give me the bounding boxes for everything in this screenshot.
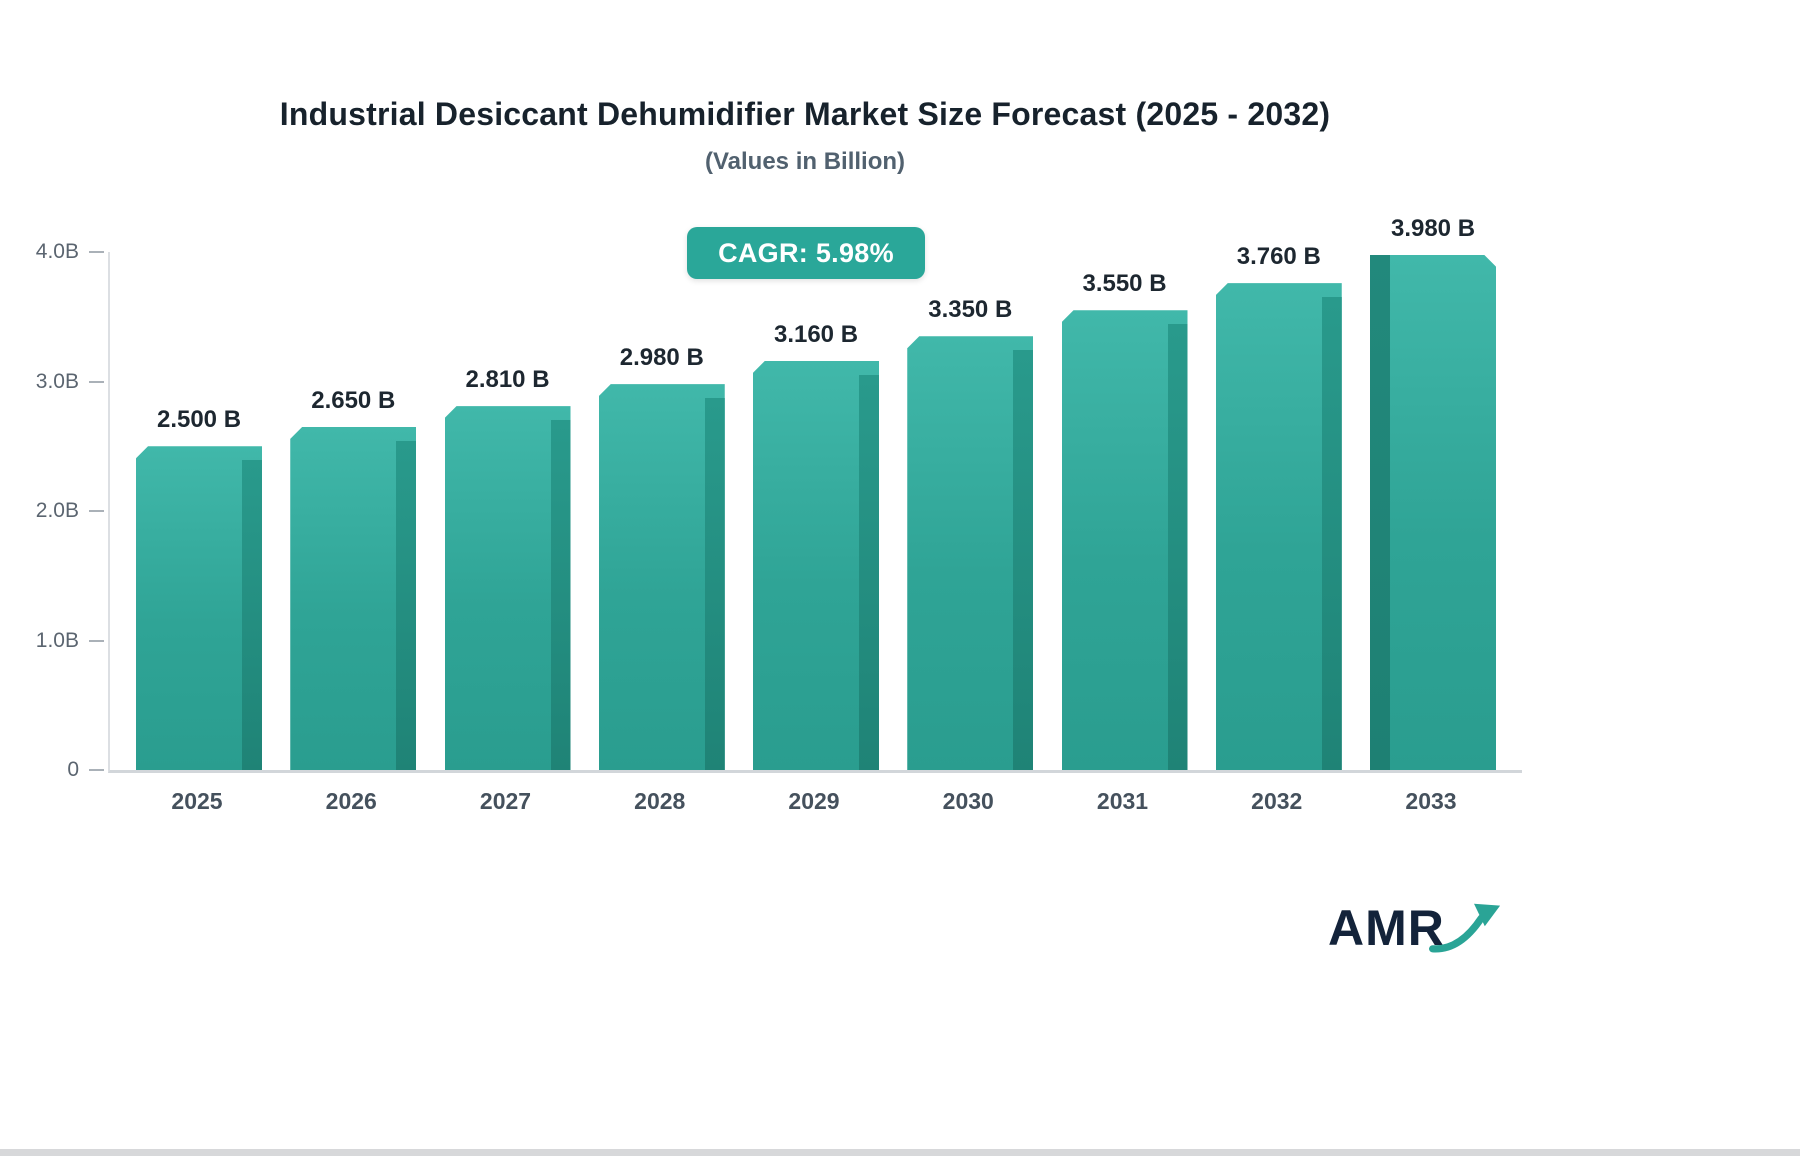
y-tick: 3.0B bbox=[36, 370, 104, 394]
bar-side-shade bbox=[550, 420, 571, 770]
bar-2028 bbox=[598, 384, 725, 770]
y-axis: 0 1.0B 2.0B 3.0B 4.0B bbox=[18, 240, 104, 781]
bar-2033 bbox=[1370, 255, 1496, 770]
x-axis-label-2030: 2030 bbox=[942, 788, 994, 814]
x-axis-label-2026: 2026 bbox=[325, 788, 377, 814]
y-tick: 2.0B bbox=[36, 499, 104, 523]
x-axis-label-2025: 2025 bbox=[171, 788, 223, 814]
bar-group-2028: 2.980 B bbox=[598, 252, 725, 770]
bar-group-2030: 3.350 B bbox=[907, 252, 1034, 770]
cagr-badge: CAGR: 5.98% bbox=[687, 227, 925, 279]
bar-2025 bbox=[136, 446, 262, 770]
x-axis-label-2027: 2027 bbox=[479, 788, 532, 814]
page-bottom-edge bbox=[0, 1149, 1800, 1156]
bar-group-2032: 3.760 B bbox=[1215, 243, 1342, 770]
growth-arrow-icon bbox=[1428, 903, 1500, 953]
bar-2026 bbox=[290, 426, 417, 770]
y-tick-label: 1.0B bbox=[35, 628, 79, 652]
bar-value-label: 2.810 B bbox=[465, 366, 550, 394]
x-axis-label-2029: 2029 bbox=[788, 788, 840, 814]
x-axis-labels: 2025 2026 2027 2028 2029 2030 2031 2032 2033 bbox=[108, 788, 1520, 815]
y-tick-dash bbox=[89, 510, 104, 512]
bar-group-2031: 3.550 B bbox=[1061, 252, 1188, 770]
amr-logo: AMR bbox=[1328, 898, 1501, 958]
bar-2027 bbox=[444, 406, 571, 770]
chart-title: Industrial Desiccant Dehumidifier Market… bbox=[279, 96, 1331, 132]
cagr-badge-label: CAGR: 5.98% bbox=[718, 237, 894, 268]
y-tick-dash bbox=[89, 251, 104, 253]
bar-2029 bbox=[753, 360, 879, 770]
bar-group-2026: 2.650 B bbox=[290, 252, 417, 770]
bar-side-shade bbox=[1013, 350, 1034, 770]
y-tick: 0 bbox=[67, 758, 104, 782]
y-tick-dash bbox=[89, 769, 104, 771]
bar-side-shade bbox=[859, 374, 879, 770]
bar-value-label: 2.500 B bbox=[156, 406, 242, 434]
y-tick: 1.0B bbox=[36, 629, 104, 653]
bar-value-label: 2.980 B bbox=[619, 344, 704, 372]
bar-2031 bbox=[1061, 310, 1188, 770]
bar-value-label: 3.350 B bbox=[928, 296, 1013, 324]
bar-value-label: 3.760 B bbox=[1236, 243, 1321, 271]
bar-group-2033: 3.980 B bbox=[1370, 215, 1496, 770]
x-axis-label-2032: 2032 bbox=[1251, 788, 1303, 814]
plot-area: 2.500 B 2.650 B 2.810 B 2.980 B 3.160 B 3.350… bbox=[108, 215, 1522, 773]
bar-group-2025: 2.500 B bbox=[136, 252, 262, 770]
bar-side-shade bbox=[1370, 255, 1390, 770]
y-tick-dash bbox=[89, 639, 104, 642]
bar-2032 bbox=[1215, 283, 1342, 770]
bar-value-label: 3.980 B bbox=[1390, 214, 1476, 242]
bar-group-2027: 2.810 B bbox=[444, 252, 571, 770]
bars-container: 2.500 B 2.650 B 2.810 B 2.980 B 3.160 B 3.350… bbox=[110, 215, 1522, 770]
bar-value-label: 3.160 B bbox=[773, 320, 859, 348]
y-tick-label: 2.0B bbox=[35, 499, 79, 522]
bar-side-shade bbox=[1167, 324, 1188, 770]
bar-side-shade bbox=[1321, 297, 1342, 770]
amr-logo-text: AMR bbox=[1328, 900, 1445, 956]
bar-group-2029: 3.160 B bbox=[753, 252, 879, 770]
y-tick-label: 0 bbox=[67, 758, 79, 781]
bar-side-shade bbox=[396, 440, 417, 770]
y-tick-label: 3.0B bbox=[35, 369, 79, 393]
bar-2030 bbox=[907, 336, 1034, 770]
bar-value-label: 3.550 B bbox=[1082, 270, 1167, 298]
bar-side-shade bbox=[242, 460, 262, 770]
y-tick-dash bbox=[89, 380, 104, 383]
chart-subtitle: (Values in Billion) bbox=[704, 148, 906, 175]
y-tick: 4.0B bbox=[36, 240, 104, 264]
x-axis-label-2031: 2031 bbox=[1096, 788, 1149, 814]
x-axis-label-2033: 2033 bbox=[1405, 788, 1457, 814]
bar-side-shade bbox=[704, 398, 725, 770]
bar-value-label: 2.650 B bbox=[311, 386, 396, 414]
x-axis-label-2028: 2028 bbox=[634, 788, 686, 814]
y-tick-label: 4.0B bbox=[35, 240, 79, 263]
